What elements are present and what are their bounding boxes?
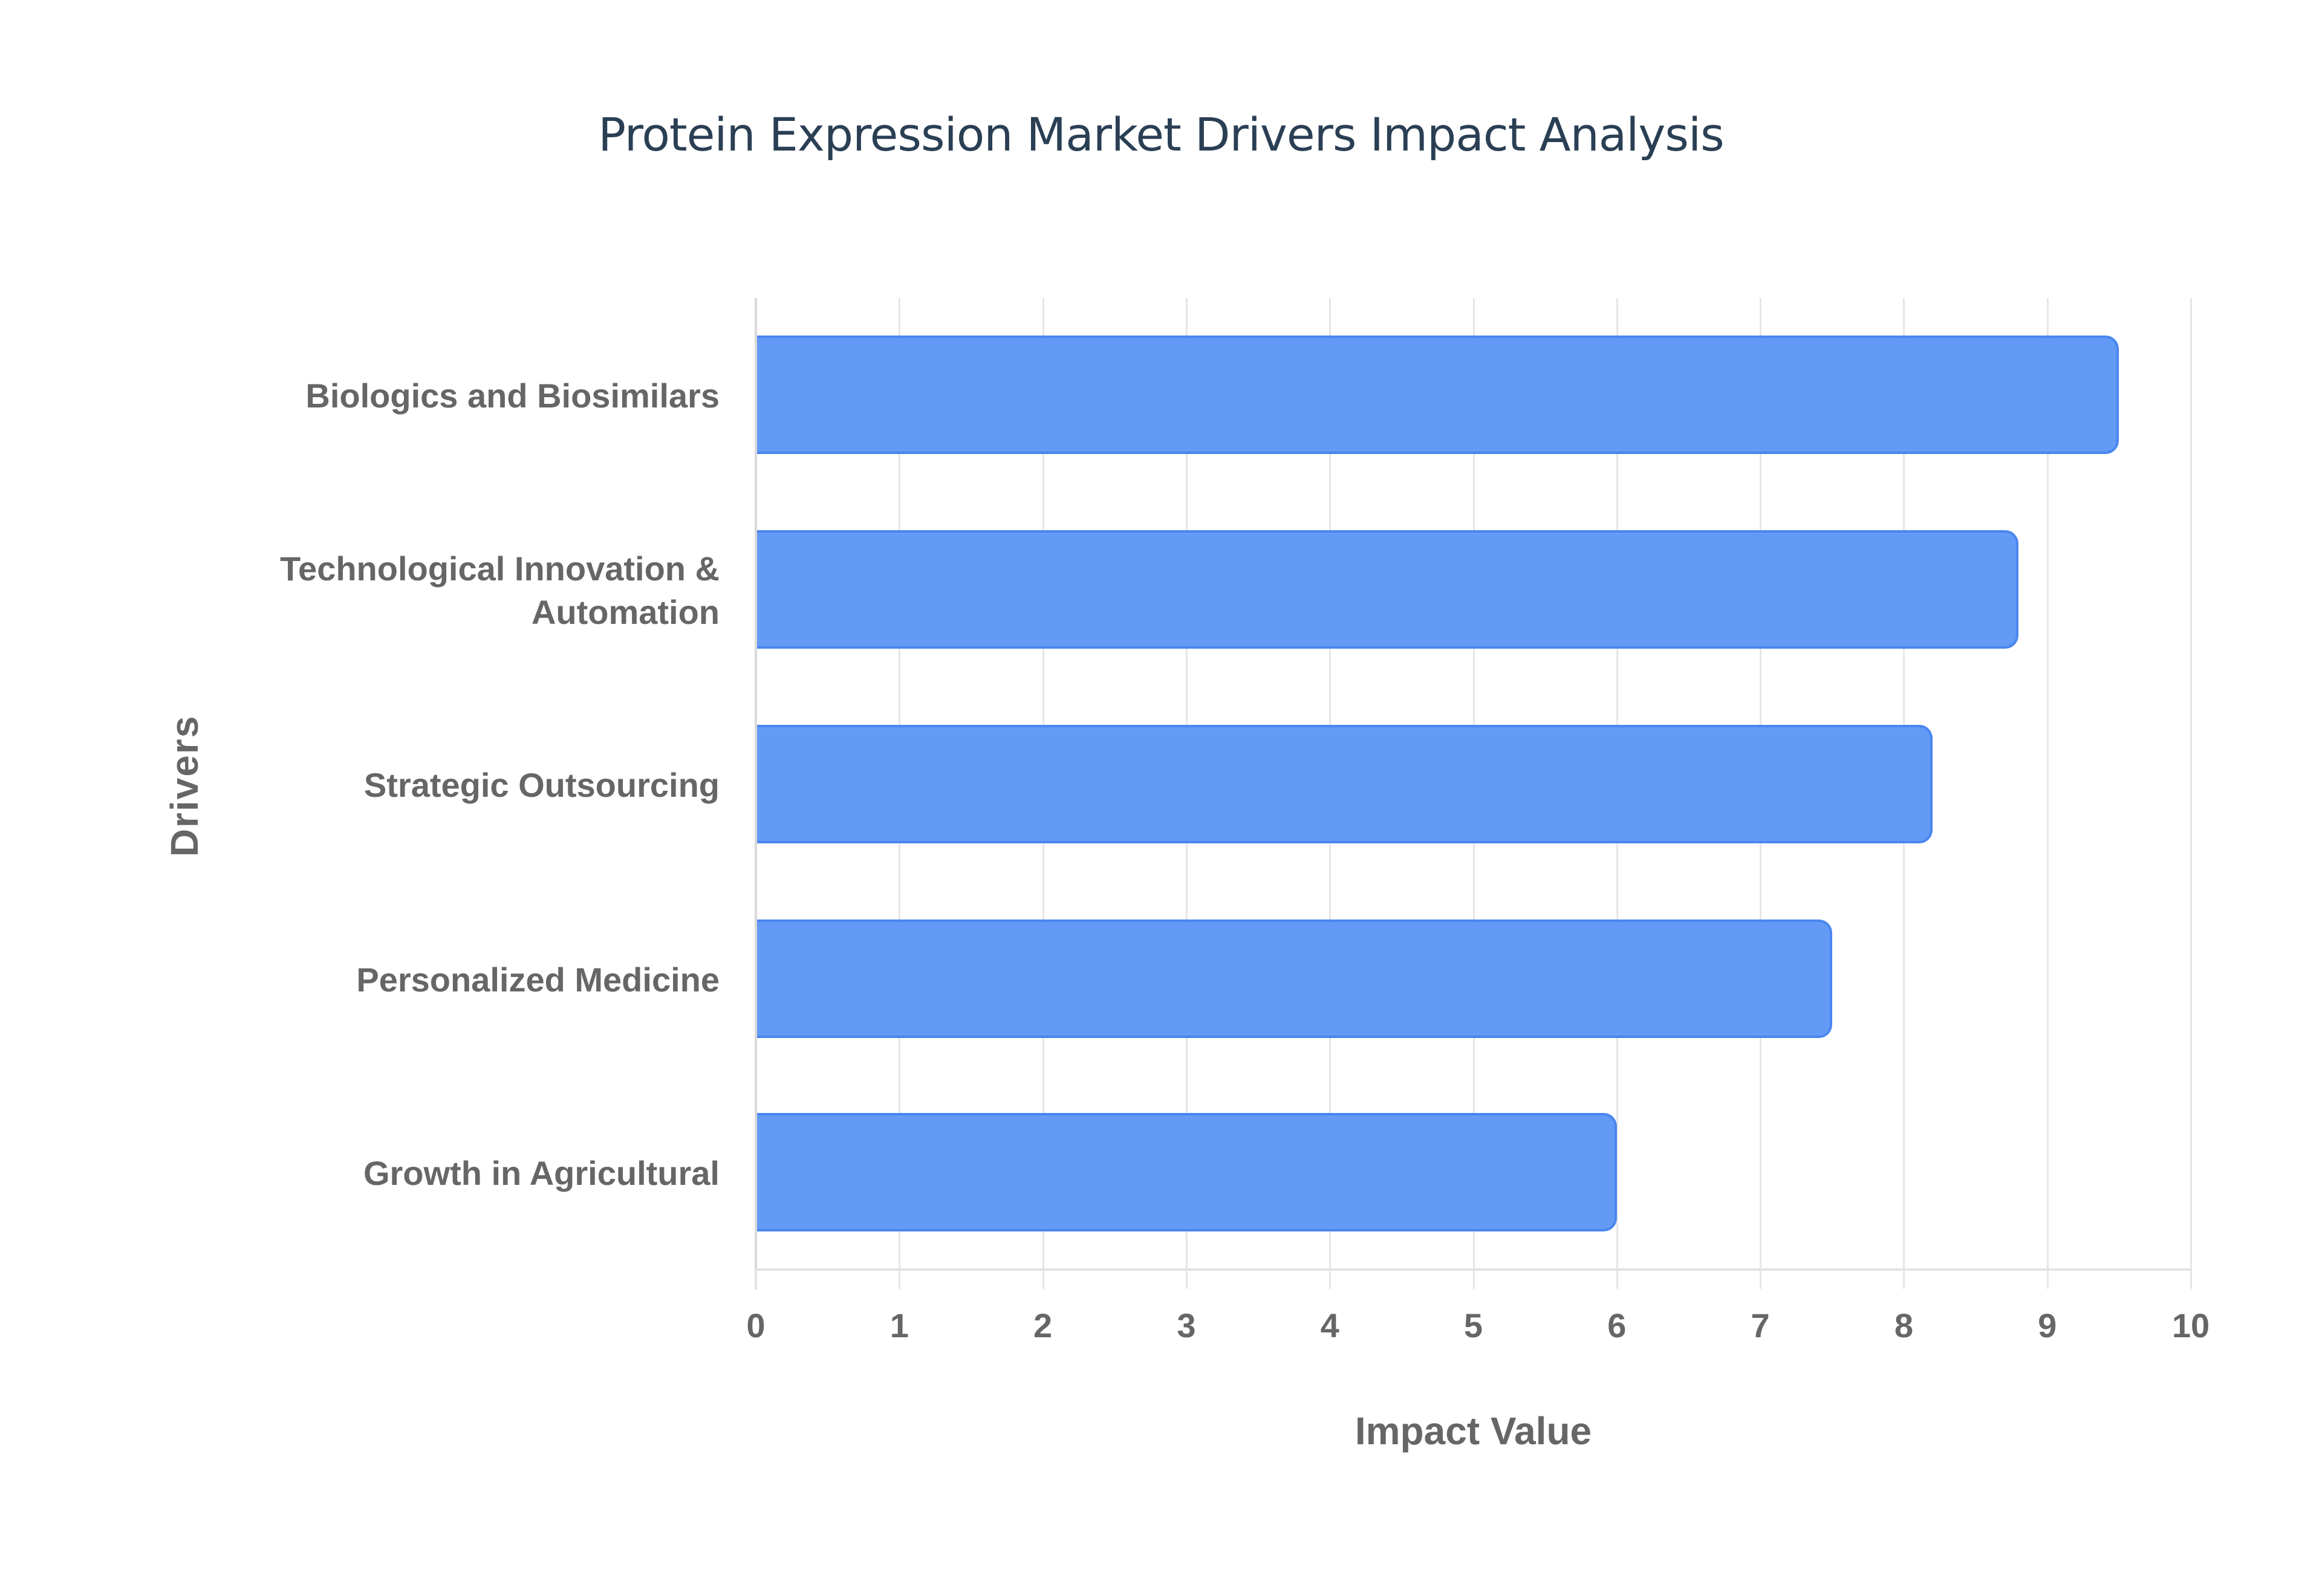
y-tick-label-biologics: Biologics and Biosimilars bbox=[305, 377, 720, 415]
x-tick-label: 5 bbox=[1463, 1306, 1483, 1345]
x-tick-mark bbox=[755, 1270, 757, 1289]
y-tick-label-agricultural: Growth in Agricultural bbox=[363, 1154, 720, 1192]
x-tick-mark bbox=[1616, 1270, 1618, 1289]
x-tick-label: 9 bbox=[2038, 1306, 2057, 1345]
bar[interactable] bbox=[757, 336, 2119, 454]
y-tick-label-tech-innovation: Technological Innovation & Automation bbox=[175, 547, 720, 634]
bar[interactable] bbox=[757, 920, 1832, 1038]
x-tick-label: 3 bbox=[1177, 1306, 1196, 1345]
chart-title: Protein Expression Market Drivers Impact… bbox=[598, 108, 1724, 161]
gridline bbox=[2190, 298, 2192, 1270]
x-tick-mark bbox=[1760, 1270, 1762, 1289]
x-tick-label: 8 bbox=[1894, 1306, 1913, 1345]
plot-area bbox=[755, 298, 2192, 1289]
y-tick-label-outsourcing: Strategic Outsourcing bbox=[363, 766, 720, 804]
x-tick-label: 0 bbox=[746, 1306, 766, 1345]
x-tick-mark bbox=[899, 1270, 901, 1289]
x-tick-mark bbox=[1042, 1270, 1044, 1289]
x-tick-mark bbox=[1472, 1270, 1475, 1289]
x-tick-mark bbox=[1903, 1270, 1905, 1289]
bar[interactable] bbox=[757, 1113, 1617, 1231]
x-tick-mark bbox=[2190, 1270, 2192, 1289]
x-tick-label: 10 bbox=[2171, 1306, 2210, 1345]
y-tick-label-line: Technological Innovation & bbox=[280, 550, 720, 588]
y-tick-label-line: Automation bbox=[531, 593, 720, 631]
gridline bbox=[2046, 298, 2049, 1270]
y-axis-line bbox=[755, 298, 757, 1289]
x-tick-mark bbox=[1329, 1270, 1332, 1289]
x-tick-label: 7 bbox=[1751, 1306, 1770, 1345]
bar[interactable] bbox=[757, 530, 2019, 649]
bar[interactable] bbox=[757, 725, 1933, 843]
x-tick-mark bbox=[2046, 1270, 2049, 1289]
x-tick-label: 6 bbox=[1607, 1306, 1627, 1345]
x-tick-mark bbox=[1185, 1270, 1188, 1289]
x-tick-label: 2 bbox=[1033, 1306, 1053, 1345]
x-tick-label: 1 bbox=[889, 1306, 909, 1345]
y-axis-title: Drivers bbox=[163, 715, 206, 857]
x-tick-label: 4 bbox=[1320, 1306, 1339, 1345]
y-tick-label-personalized-medicine: Personalized Medicine bbox=[356, 961, 720, 999]
x-axis-title: Impact Value bbox=[1354, 1409, 1592, 1453]
